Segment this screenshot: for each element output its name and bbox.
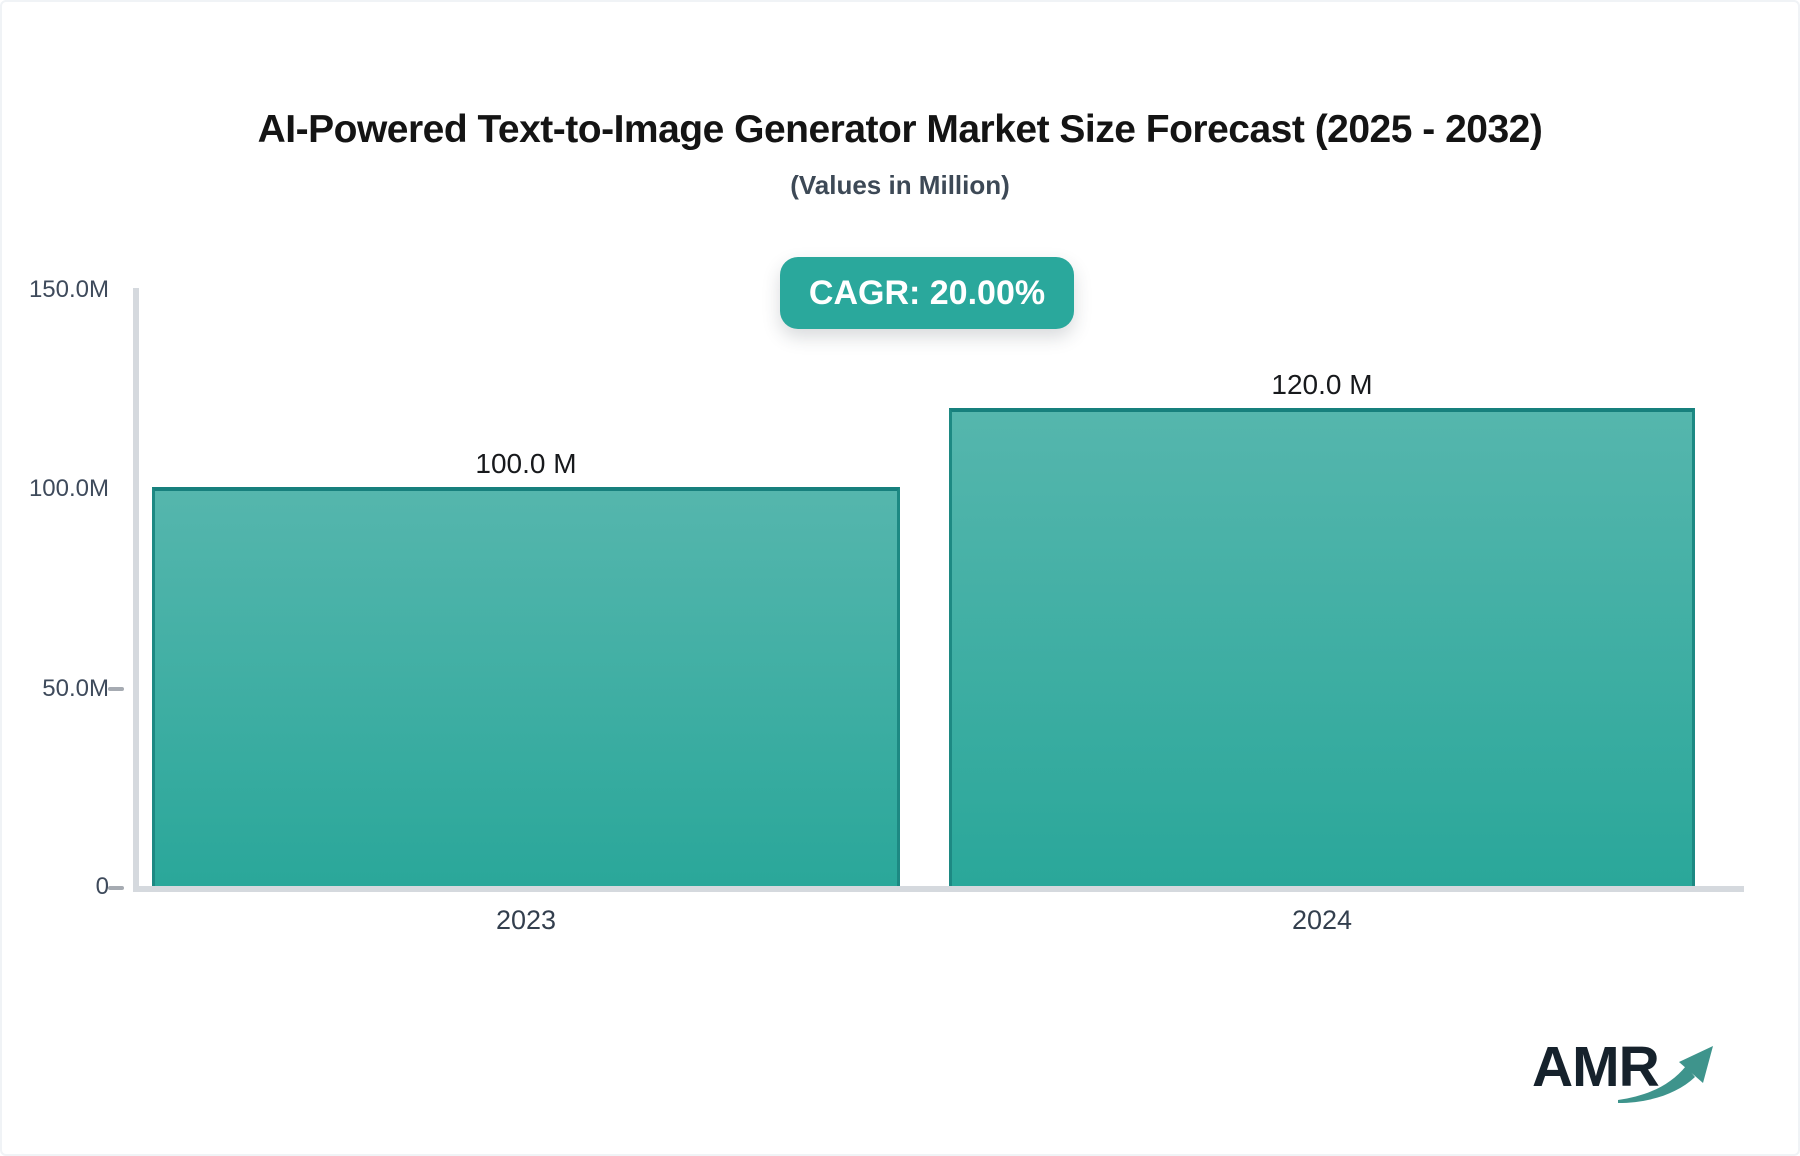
y-tick-mark-0 [108, 886, 124, 890]
bar-2024 [949, 408, 1695, 886]
y-tick-mark-50m [108, 687, 124, 691]
bar-value-label-2023: 100.0 M [475, 448, 577, 479]
y-tick-label-100m: 100.0M [28, 475, 109, 502]
cagr-badge: CAGR: 20.00% [780, 257, 1074, 329]
growth-arrow-icon [1618, 1046, 1713, 1103]
amr-logo-text: AMR [1532, 1035, 1660, 1099]
y-tick-label-50m: 50.0M [42, 675, 109, 702]
y-axis-line [133, 288, 139, 886]
chart-title: AI-Powered Text-to-Image Generator Marke… [257, 108, 1543, 151]
amr-logo: AMR [1532, 1034, 1717, 1114]
y-tick-label-150m: 150.0M [28, 276, 109, 303]
chart-subtitle: (Values in Million) [790, 170, 1010, 200]
x-axis-line [133, 886, 1744, 892]
bar-2023 [152, 487, 900, 886]
x-tick-label-2024: 2024 [1291, 905, 1353, 935]
y-tick-label-0: 0 [95, 873, 109, 900]
bar-value-label-2024: 120.0 M [1271, 369, 1373, 400]
x-tick-label-2023: 2023 [495, 905, 557, 935]
